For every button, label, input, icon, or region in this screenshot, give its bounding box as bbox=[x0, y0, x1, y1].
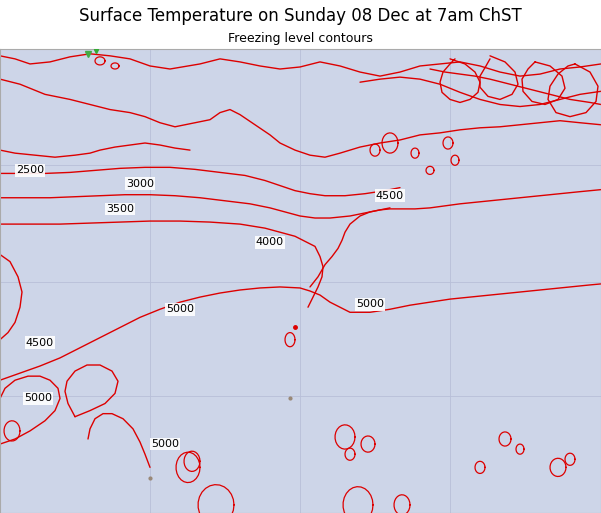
Text: Surface Temperature on Sunday 08 Dec at 7am ChST: Surface Temperature on Sunday 08 Dec at … bbox=[79, 7, 522, 25]
Text: 4500: 4500 bbox=[376, 191, 404, 201]
Text: 4500: 4500 bbox=[26, 338, 54, 348]
Text: 3000: 3000 bbox=[126, 179, 154, 189]
Text: 5000: 5000 bbox=[166, 304, 194, 314]
Text: 5000: 5000 bbox=[151, 439, 179, 449]
Text: 5000: 5000 bbox=[24, 393, 52, 403]
Text: 2500: 2500 bbox=[16, 165, 44, 175]
Text: 3500: 3500 bbox=[106, 204, 134, 214]
Text: 4000: 4000 bbox=[256, 238, 284, 247]
Text: 5000: 5000 bbox=[356, 299, 384, 309]
Text: Freezing level contours: Freezing level contours bbox=[228, 31, 373, 45]
